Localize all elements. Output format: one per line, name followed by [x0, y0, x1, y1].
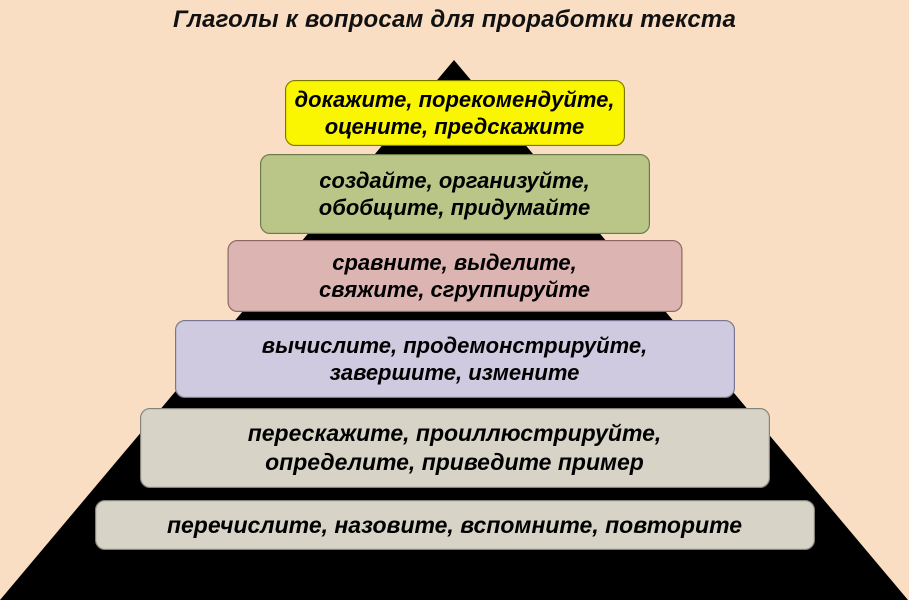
page-title: Глаголы к вопросам для проработки текста: [0, 0, 909, 34]
level-1-line1: докажите, порекомендуйте,: [295, 86, 615, 114]
level-6: перечислите, назовите, вспомните, повтор…: [95, 500, 815, 550]
pyramid-levels: докажите, порекомендуйте, оцените, предс…: [0, 40, 909, 600]
level-5-line1: перескажите, проиллюстрируйте,: [248, 419, 662, 448]
level-5-line2: определите, приведите пример: [265, 448, 644, 477]
level-1-line2: оцените, предскажите: [325, 113, 585, 141]
pyramid-stage: докажите, порекомендуйте, оцените, предс…: [0, 40, 909, 600]
level-3: сравните, выделите, свяжите, сгруппируйт…: [227, 240, 682, 312]
level-1: докажите, порекомендуйте, оцените, предс…: [285, 80, 625, 146]
level-2: создайте, организуйте, обобщите, придума…: [260, 154, 650, 234]
level-6-line1: перечислите, назовите, вспомните, повтор…: [167, 511, 742, 540]
level-4-line2: завершите, измените: [330, 359, 580, 387]
level-5: перескажите, проиллюстрируйте, определит…: [140, 408, 770, 488]
level-2-line1: создайте, организуйте,: [319, 167, 590, 195]
level-3-line1: сравните, выделите,: [332, 249, 577, 277]
level-2-line2: обобщите, придумайте: [319, 194, 590, 222]
level-3-line2: свяжите, сгруппируйте: [319, 276, 590, 304]
level-4-line1: вычислите, продемонстрируйте,: [262, 332, 647, 360]
level-4: вычислите, продемонстрируйте, завершите,…: [175, 320, 735, 398]
